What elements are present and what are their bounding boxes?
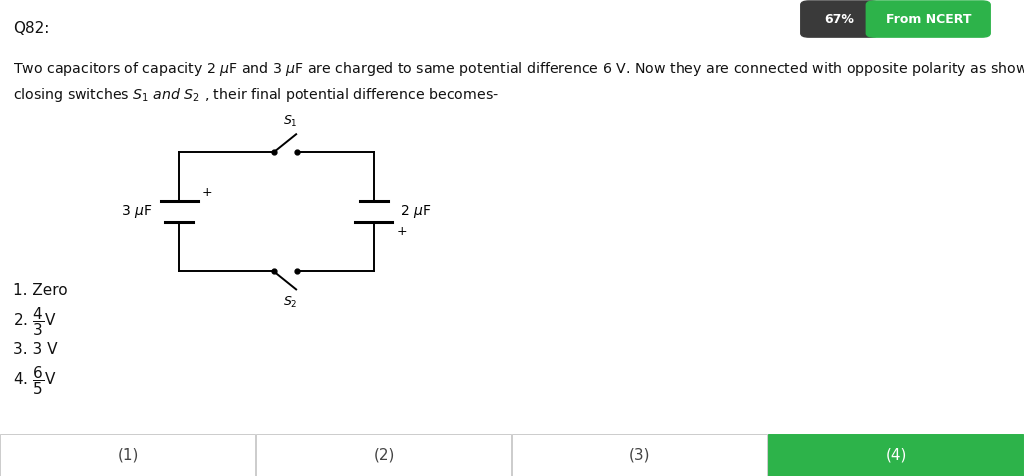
Text: Q82:: Q82: bbox=[13, 21, 50, 37]
Text: (1): (1) bbox=[118, 447, 138, 463]
Text: 3. 3 V: 3. 3 V bbox=[13, 342, 57, 357]
Text: closing switches $S_1$ $and$ $S_2$ , their final potential difference becomes-: closing switches $S_1$ $and$ $S_2$ , the… bbox=[13, 86, 500, 104]
Text: 1. Zero: 1. Zero bbox=[13, 283, 68, 298]
Text: 4. $\dfrac{6}{5}$V: 4. $\dfrac{6}{5}$V bbox=[13, 365, 56, 397]
Text: +: + bbox=[396, 225, 407, 238]
Text: 3 $\mu$F: 3 $\mu$F bbox=[122, 203, 153, 220]
FancyBboxPatch shape bbox=[768, 434, 1023, 476]
Text: From NCERT: From NCERT bbox=[886, 12, 971, 26]
Text: (4): (4) bbox=[886, 447, 906, 463]
Text: 2 $\mu$F: 2 $\mu$F bbox=[400, 203, 431, 220]
Text: $S_1$: $S_1$ bbox=[283, 113, 297, 129]
Text: Two capacitors of capacity 2 $\mu$F and 3 $\mu$F are charged to same potential d: Two capacitors of capacity 2 $\mu$F and … bbox=[13, 60, 1024, 78]
Text: +: + bbox=[202, 186, 212, 199]
Text: (3): (3) bbox=[630, 447, 650, 463]
FancyBboxPatch shape bbox=[801, 1, 879, 37]
FancyBboxPatch shape bbox=[0, 434, 255, 476]
Text: 67%: 67% bbox=[824, 12, 855, 26]
Text: (2): (2) bbox=[374, 447, 394, 463]
Text: 2. $\dfrac{4}{3}$V: 2. $\dfrac{4}{3}$V bbox=[13, 305, 56, 337]
FancyBboxPatch shape bbox=[512, 434, 767, 476]
FancyBboxPatch shape bbox=[866, 1, 990, 37]
Text: $S_2$: $S_2$ bbox=[283, 295, 297, 310]
FancyBboxPatch shape bbox=[256, 434, 511, 476]
